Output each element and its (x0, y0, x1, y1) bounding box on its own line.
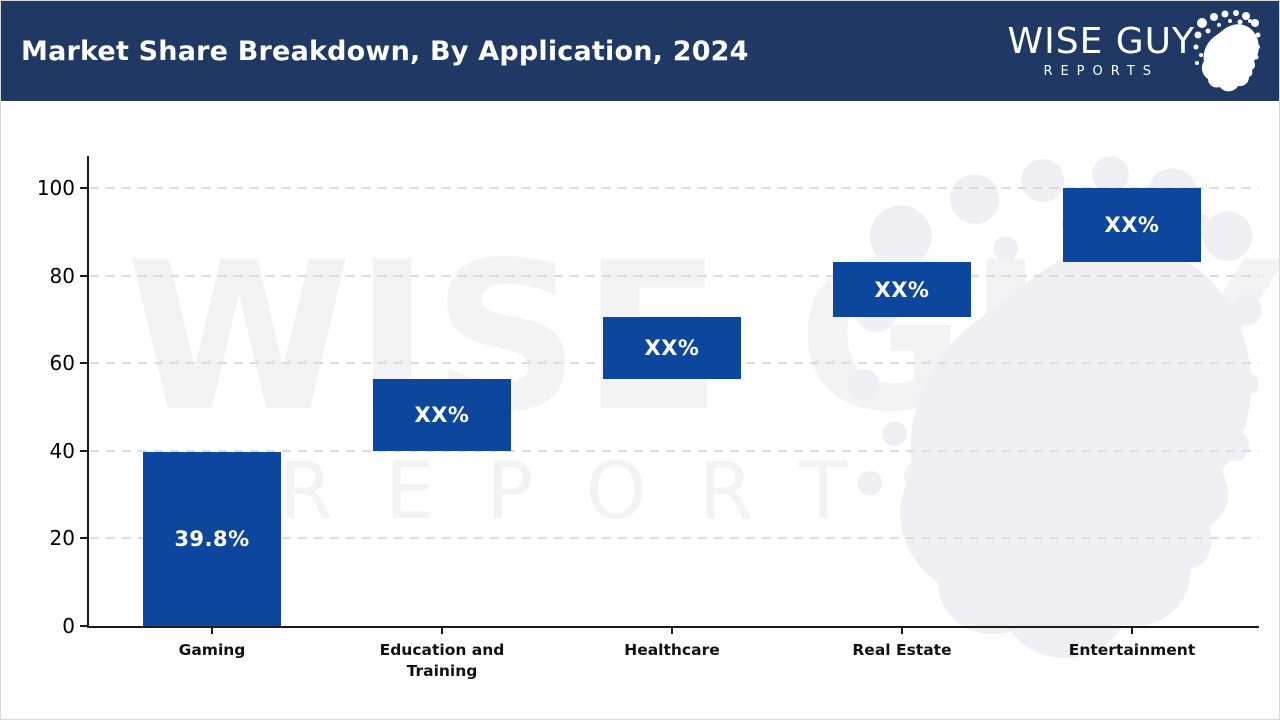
y-tick-label-100: 100 (36, 176, 75, 200)
bar-real-estate: XX% (833, 262, 971, 318)
x-category-label-1: Education and Training (379, 641, 505, 680)
y-tick-60 (80, 362, 87, 365)
bar-value-label: XX% (874, 277, 930, 302)
y-tick-40 (80, 449, 87, 452)
x-tick-0 (211, 628, 213, 634)
header: Market Share Breakdown, By Application, … (1, 1, 1279, 101)
x-category-label-3: Real Estate (852, 641, 952, 659)
bar-value-label: XX% (644, 335, 700, 360)
x-tick-4 (1131, 628, 1133, 634)
bar-value-label: 39.8% (174, 526, 250, 551)
bar-entertainment: XX% (1063, 188, 1201, 263)
gridline-40 (90, 449, 1259, 452)
x-tick-3 (901, 628, 903, 634)
y-tick-label-80: 80 (49, 263, 75, 288)
bar-gaming: 39.8% (143, 451, 281, 626)
wiseguy-head-icon (1189, 9, 1265, 93)
x-category-label-4: Entertainment (1068, 641, 1196, 659)
bar-education-and-training: XX% (373, 378, 511, 451)
y-tick-100 (80, 187, 87, 189)
y-tick-0 (80, 625, 87, 627)
y-tick-20 (80, 537, 87, 540)
y-tick-80 (80, 274, 87, 277)
x-tick-2 (671, 628, 673, 634)
x-category-label-0: Gaming (178, 641, 246, 659)
x-tick-1 (441, 628, 443, 634)
y-tick-label-60: 60 (49, 351, 75, 376)
watermark-head-icon (839, 149, 1271, 669)
x-axis (87, 626, 1259, 628)
y-tick-label-0: 0 (62, 614, 75, 638)
bar-value-label: XX% (414, 402, 470, 427)
wiseguy-logo: WISE GUY REPORTS (1008, 9, 1266, 93)
y-tick-label-40: 40 (49, 438, 75, 463)
x-category-label-2: Healthcare (624, 641, 720, 659)
y-tick-label-20: 20 (49, 526, 75, 551)
gridline-20 (90, 537, 1259, 540)
bar-value-label: XX% (1104, 213, 1160, 238)
logo-subtitle: REPORTS (1043, 63, 1160, 79)
watermark-reports: REPORTS (279, 447, 1001, 537)
logo-wordmark: WISE GUY (1007, 20, 1195, 62)
bar-healthcare: XX% (603, 317, 741, 379)
gridline-100 (90, 187, 1259, 189)
gridline-80 (90, 274, 1259, 277)
page-title: Market Share Breakdown, By Application, … (21, 35, 749, 67)
y-axis (87, 156, 89, 628)
